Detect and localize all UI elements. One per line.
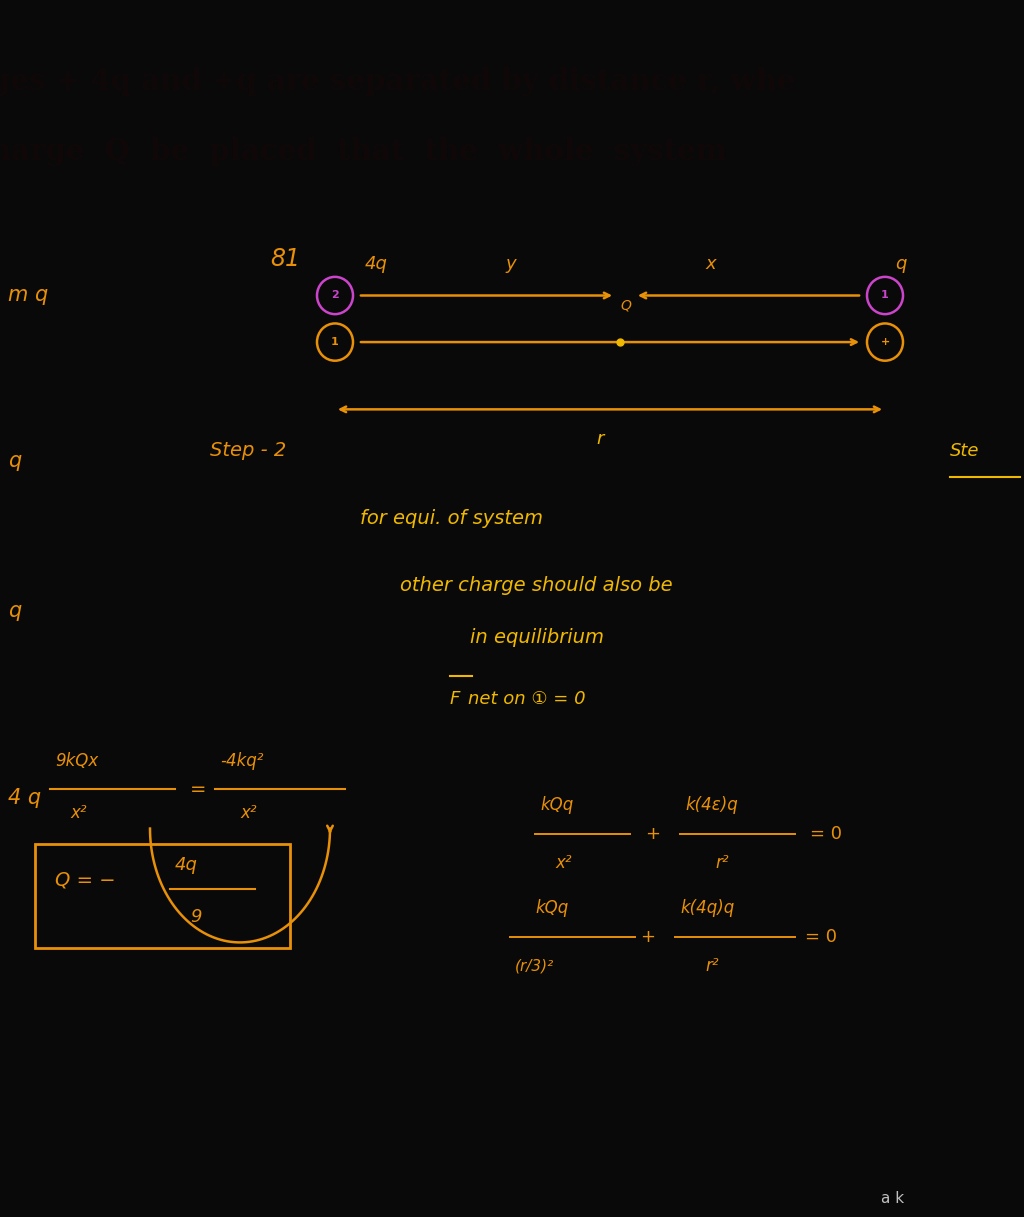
Text: 1: 1	[881, 291, 889, 301]
Text: net on ① = 0: net on ① = 0	[468, 690, 586, 708]
Text: x: x	[705, 256, 716, 274]
Text: r: r	[596, 430, 604, 448]
Text: 9kQx: 9kQx	[55, 752, 98, 770]
Text: 1: 1	[331, 337, 339, 347]
Text: for equi. of system: for equi. of system	[360, 509, 543, 527]
Text: r²: r²	[705, 958, 719, 975]
Text: x²: x²	[240, 804, 256, 821]
Text: =: =	[190, 780, 207, 798]
Text: x²: x²	[555, 853, 571, 871]
Text: harge  Q  be  placed  that  the  whole  system: harge Q be placed that the whole system	[0, 138, 727, 167]
Text: +: +	[645, 825, 660, 842]
Text: = 0: = 0	[810, 825, 842, 842]
Text: kQq: kQq	[540, 796, 573, 814]
Text: -4kq²: -4kq²	[220, 752, 263, 770]
Text: +: +	[881, 337, 890, 347]
Text: q: q	[8, 601, 22, 621]
Text: Ste: Ste	[950, 442, 980, 460]
Text: 4 q: 4 q	[8, 787, 41, 808]
Text: ges + 4q and +q are separated by distance r, whe: ges + 4q and +q are separated by distanc…	[0, 67, 795, 96]
Text: m q: m q	[8, 286, 48, 305]
Text: F: F	[450, 690, 461, 708]
Text: q: q	[895, 256, 906, 274]
Text: 4q: 4q	[365, 256, 388, 274]
Text: other charge should also be: other charge should also be	[400, 576, 673, 595]
Text: y: y	[505, 256, 516, 274]
Text: x²: x²	[70, 804, 86, 821]
Text: 81: 81	[270, 247, 300, 271]
Text: Q: Q	[620, 299, 631, 313]
Text: Q = −: Q = −	[55, 871, 116, 890]
Text: 2: 2	[331, 291, 339, 301]
Text: +: +	[640, 929, 655, 947]
Text: Step - 2: Step - 2	[210, 442, 287, 460]
Text: k(4q)q: k(4q)q	[680, 899, 734, 918]
Text: k(4ε)q: k(4ε)q	[685, 796, 737, 814]
Text: r²: r²	[715, 853, 728, 871]
Text: 4q: 4q	[175, 856, 198, 874]
Text: = 0: = 0	[805, 929, 837, 947]
Text: a k: a k	[881, 1191, 904, 1206]
Text: (r/3)²: (r/3)²	[515, 959, 554, 974]
Text: 9: 9	[190, 908, 202, 926]
Text: kQq: kQq	[535, 899, 568, 918]
Text: q: q	[8, 452, 22, 471]
Text: in equilibrium: in equilibrium	[470, 628, 604, 646]
